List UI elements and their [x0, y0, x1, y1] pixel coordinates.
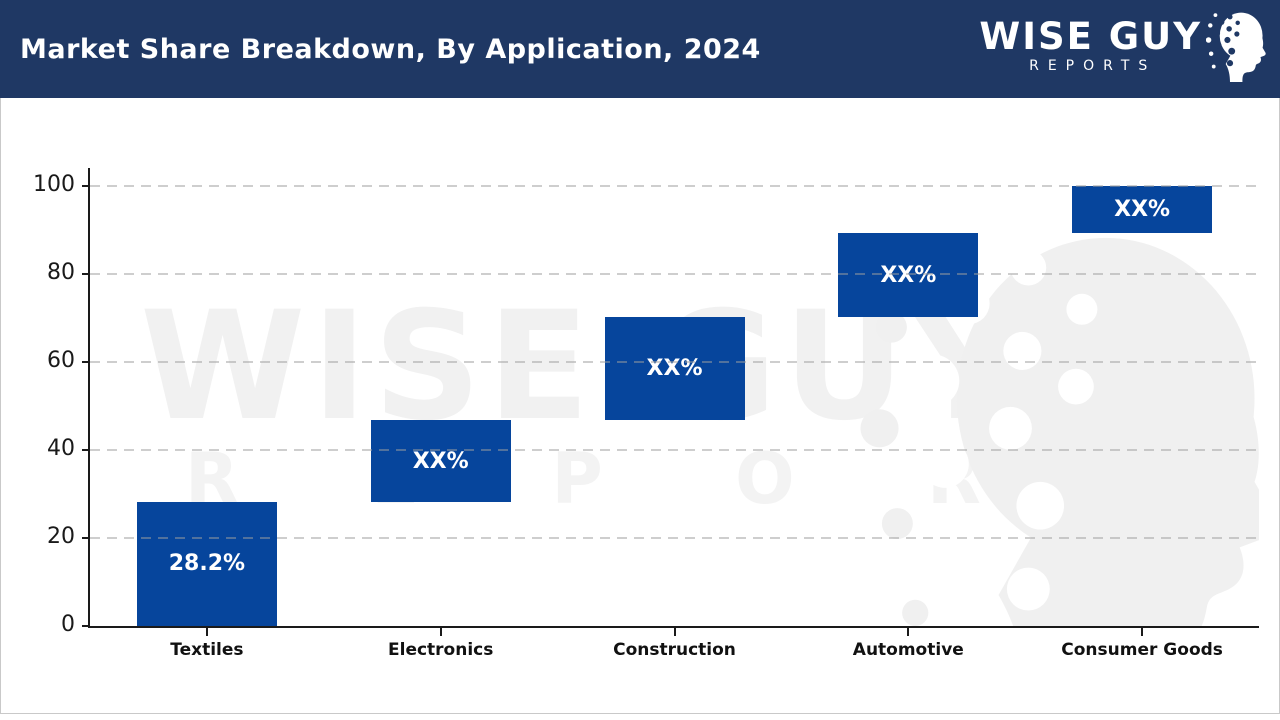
x-tick-automotive [907, 628, 910, 636]
bar-value-label-electronics: XX% [412, 448, 469, 474]
y-tick-100 [82, 184, 90, 187]
y-tick-label-40: 40 [47, 435, 75, 461]
gridline-60 [90, 360, 1259, 363]
y-tick-label-0: 0 [61, 612, 75, 637]
bar-value-label-textiles: 28.2% [168, 551, 246, 577]
watermark-head-icon [860, 237, 1259, 626]
bar-value-label-construction: XX% [646, 356, 703, 382]
x-axis-label-electronics: Electronics [388, 640, 494, 660]
x-axis-label-textiles: Textiles [170, 640, 244, 660]
x-axis-label-consumer-goods: Consumer Goods [1061, 640, 1223, 660]
wise-guy-logo: WISE GUY REPORTS [979, 10, 1266, 82]
x-tick-consumer-goods [1141, 628, 1144, 636]
y-tick-label-100: 100 [33, 171, 75, 197]
gridline-20 [90, 536, 1259, 539]
logo-wiseguy-text: WISE GUY [979, 14, 1202, 58]
bar-value-label-consumer-goods: XX% [1114, 196, 1171, 222]
page-title: Market Share Breakdown, By Application, … [20, 33, 761, 65]
y-tick-60 [82, 360, 90, 363]
y-tick-0 [82, 625, 90, 627]
chart-region: WISE GUY R E P O R T S [0, 98, 1280, 714]
y-tick-label-60: 60 [47, 347, 75, 373]
bar-consumer-goods: XX% [1072, 185, 1213, 234]
gridline-80 [90, 272, 1259, 275]
x-tick-electronics [439, 628, 442, 636]
x-tick-textiles [205, 628, 208, 636]
y-tick-80 [82, 272, 90, 275]
gridline-40 [90, 448, 1259, 451]
header: Market Share Breakdown, By Application, … [0, 0, 1280, 98]
bar-automotive: XX% [838, 233, 979, 317]
x-axis-label-construction: Construction [613, 640, 736, 660]
y-tick-label-20: 20 [47, 523, 75, 549]
plot-area: WISE GUY R E P O R T S [88, 168, 1259, 628]
gridline-100 [90, 184, 1259, 187]
y-tick-40 [82, 448, 90, 451]
logo-reports-text: REPORTS [1029, 58, 1157, 75]
bar-value-label-automotive: XX% [880, 262, 937, 288]
bar-construction: XX% [604, 316, 745, 421]
x-tick-construction [673, 628, 676, 636]
y-tick-label-80: 80 [47, 259, 75, 285]
y-tick-20 [82, 536, 90, 539]
x-axis-label-automotive: Automotive [852, 640, 964, 660]
logo-head-icon [1206, 12, 1266, 82]
bar-textiles: 28.2% [136, 501, 277, 626]
bar-electronics: XX% [370, 420, 511, 502]
logo-text: WISE GUY REPORTS [979, 14, 1202, 75]
